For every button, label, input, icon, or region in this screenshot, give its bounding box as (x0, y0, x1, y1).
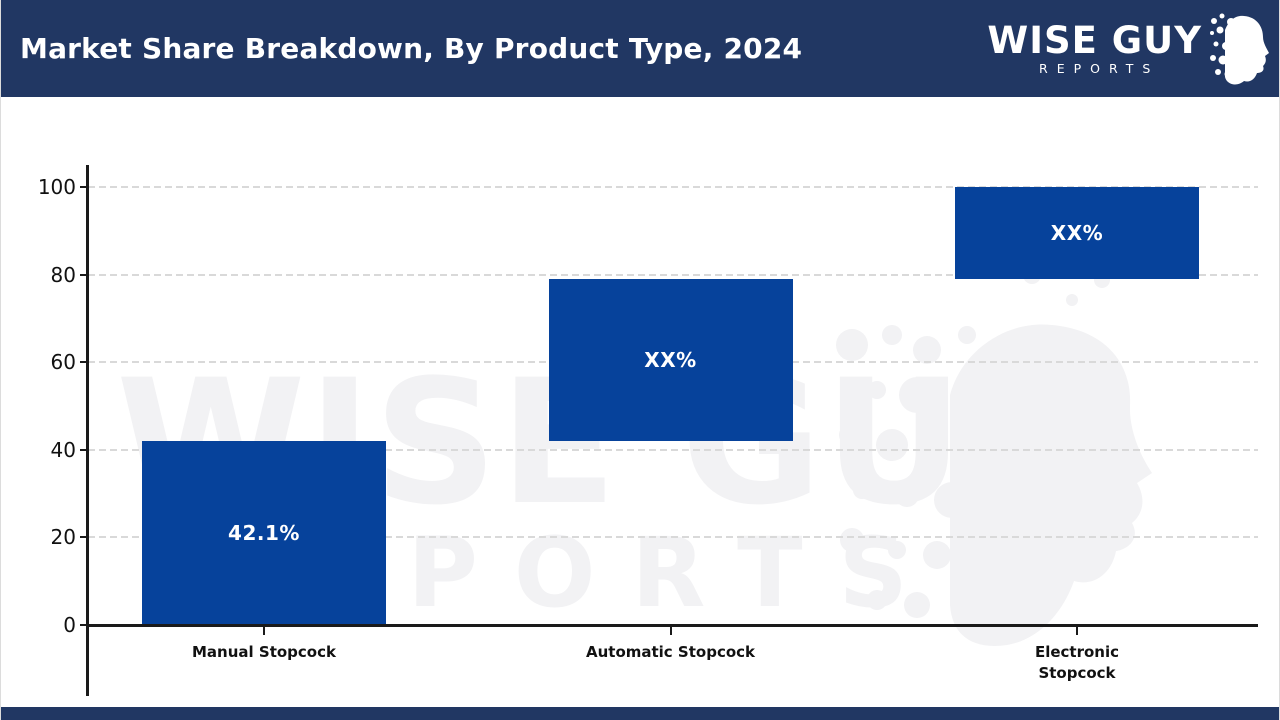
y-tick-label: 0 (63, 613, 76, 637)
y-tick-label: 60 (50, 350, 76, 375)
wiseguy-logo-text: WISE GUY REPORTS (987, 18, 1202, 77)
bar-value-label: XX% (1050, 220, 1104, 245)
x-category-label: Manual Stopcock (192, 643, 336, 661)
y-tick-mark (80, 186, 88, 188)
y-tick-mark (80, 448, 88, 451)
header-bar: Market Share Breakdown, By Product Type,… (0, 0, 1280, 97)
y-tick-label: 20 (50, 525, 76, 550)
y-tick-mark (80, 624, 88, 626)
y-tick-label: 100 (37, 175, 76, 199)
bar-manual-stopcock: 42.1% (142, 440, 386, 625)
y-gridline (88, 536, 1258, 539)
y-gridline (88, 273, 1258, 276)
x-axis-line (86, 624, 1258, 627)
y-tick-mark (80, 361, 88, 364)
wiseguy-logo: WISE GUY REPORTS (987, 6, 1272, 92)
x-category-label: Electronic Stopcock (1034, 643, 1120, 682)
x-tick-mark (263, 627, 265, 635)
bar-value-label: XX% (644, 347, 697, 372)
bar-automatic-stopcock: XX% (548, 278, 793, 441)
wiseguy-logo-line1: WISE GUY (987, 18, 1202, 62)
x-tick-mark (1076, 627, 1078, 635)
chart-area: WISE GUY REPORTS 0 20 40 60 80 100 42.1% Manual… (0, 97, 1280, 707)
wiseguy-face-icon (1210, 13, 1269, 85)
y-tick-label: 80 (50, 262, 76, 287)
x-category-label: Automatic Stopcock (585, 643, 756, 661)
y-gridline (88, 448, 1258, 451)
x-tick-mark (669, 627, 672, 635)
page-title: Market Share Breakdown, By Product Type,… (20, 32, 803, 65)
plot-region: 0 20 40 60 80 100 42.1% Manual Stopcock XX% Autom… (0, 97, 1280, 707)
wiseguy-logo-line2: REPORTS (1039, 61, 1160, 77)
y-tick-label: 40 (50, 437, 76, 462)
y-gridline (88, 186, 1258, 188)
footer-bar (0, 707, 1280, 720)
y-axis-line (86, 165, 89, 696)
y-tick-mark (80, 273, 88, 276)
bar-value-label: 42.1% (228, 520, 300, 545)
watermark-face (836, 243, 1152, 646)
bar-electronic-stopcock: XX% (955, 187, 1199, 279)
y-tick-mark (80, 536, 88, 539)
